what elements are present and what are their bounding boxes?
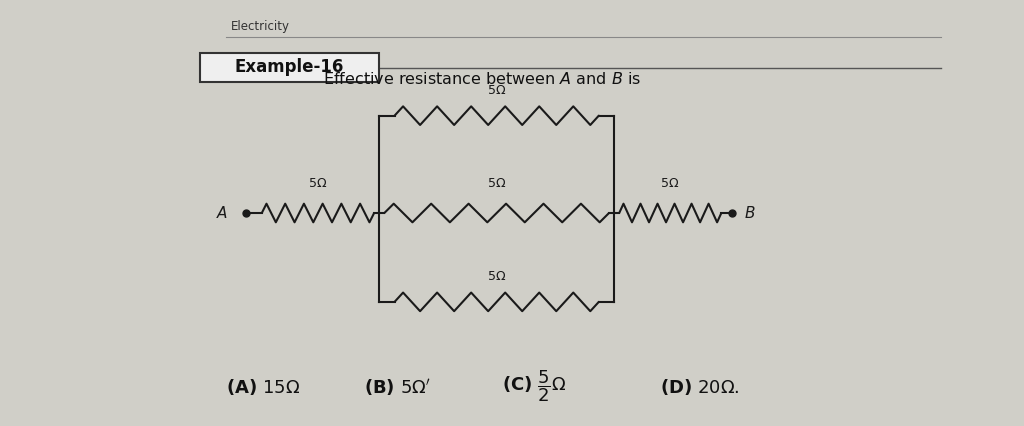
Text: $B$: $B$ [743,205,756,221]
Text: $\mathbf{(B)}\ 5\Omega$: $\mathbf{(B)}\ 5\Omega$ [364,377,426,397]
Text: $'$: $'$ [425,377,430,395]
Text: 5Ω: 5Ω [662,177,679,190]
FancyBboxPatch shape [200,52,379,82]
Text: $\mathbf{(D)}\ 20\Omega.$: $\mathbf{(D)}\ 20\Omega.$ [660,377,739,397]
Text: Electricity: Electricity [231,20,290,33]
Text: 5Ω: 5Ω [487,177,506,190]
Text: $\mathbf{(C)}\ \dfrac{5}{2}\Omega$: $\mathbf{(C)}\ \dfrac{5}{2}\Omega$ [502,368,566,404]
Text: Example-16: Example-16 [234,58,344,76]
Text: 5Ω: 5Ω [487,83,506,97]
Text: Effective resistance between $A$ and $B$ is: Effective resistance between $A$ and $B$… [324,71,641,87]
Text: 5Ω: 5Ω [309,177,327,190]
Text: 5Ω: 5Ω [487,270,506,283]
Text: $A$: $A$ [216,205,228,221]
Text: $\mathbf{(A)}\ 15\Omega$: $\mathbf{(A)}\ 15\Omega$ [226,377,300,397]
